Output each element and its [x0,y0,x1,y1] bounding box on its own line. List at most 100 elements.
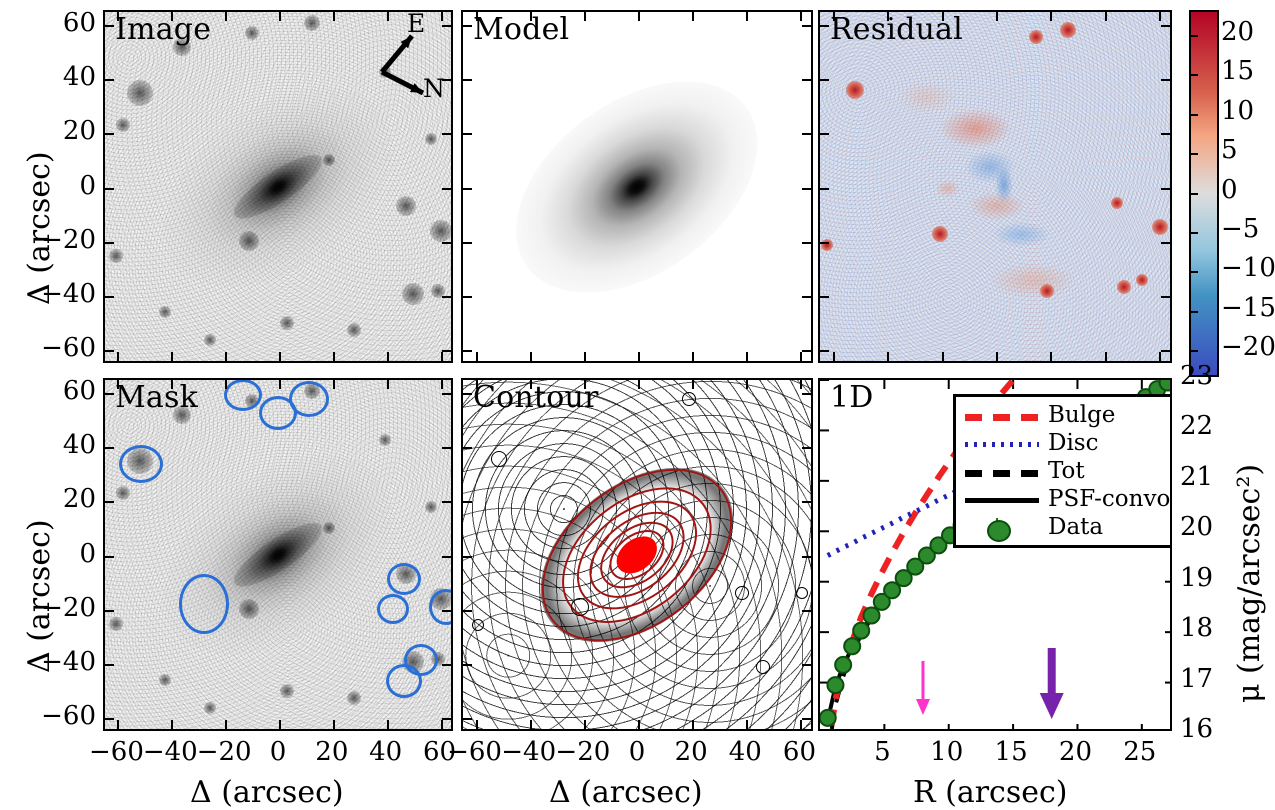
data-point [1158,380,1170,392]
thick-arrow-head [1039,693,1064,719]
mask-region [386,562,421,595]
mask-region [428,589,451,626]
point-source [346,690,361,705]
point-source [424,133,437,146]
compass-rose [380,34,425,96]
point-source [238,231,259,252]
point-source [108,616,123,631]
ytick-label: 40 [62,429,96,460]
panel-title-mask: Mask [115,380,198,415]
xtick-label: −20 [196,737,252,767]
legend-entry: PSF-convolved [956,486,1171,514]
point-source [204,702,216,715]
panel-mask: Mask [103,378,453,731]
data-point [883,581,902,600]
oned-xtick-label: 20 [1058,737,1092,767]
ytick-label: −20 [41,592,96,623]
thin-arrow-head [915,699,930,715]
legend-entry: Bulge [956,402,1170,430]
point-source [127,80,153,107]
point-source-residual [1059,21,1076,38]
point-source-residual [1151,219,1168,236]
oned-ytick-label: 23 [1180,361,1214,391]
panel-residual: Residual [818,10,1172,363]
residual-structure [935,179,960,198]
ytick-label: −60 [41,333,96,364]
point-source-residual [1039,283,1054,298]
point-source [245,26,259,41]
point-source [424,501,437,514]
panel-contour: Contour [461,378,813,731]
legend-key-data [965,515,1039,542]
xtick-label: −40 [142,737,198,767]
ytick-label: 0 [79,538,96,569]
legend-key-disc [965,431,1039,458]
data-point [843,637,862,656]
colorbar-tick-label: 10 [1221,95,1255,126]
point-source [173,38,191,57]
ytick-label: −40 [41,279,96,310]
contour-point-source [472,618,485,631]
mask-region [289,380,330,417]
legend-key-bulge [965,403,1039,430]
point-source-residual [1136,274,1149,287]
point-source [430,219,451,242]
compass-north-arrow-head [410,83,423,93]
mask-region [258,396,297,430]
xtick-label: 0 [628,737,646,767]
data-point [906,557,925,576]
point-source [173,406,191,425]
point-source [115,117,130,132]
point-source-residual [846,80,865,99]
point-source [115,485,130,500]
colorbar-tick-label: 0 [1221,174,1238,205]
legend-label: Tot [1048,458,1085,484]
point-source [280,315,294,330]
compass-east-label: E [407,10,426,38]
oned-xtick-label: 10 [930,737,964,767]
xtick-label: −60 [89,737,144,767]
point-source [238,599,259,620]
point-source-residual [932,226,949,243]
legend-label: PSF-convolved [1048,486,1171,512]
mask-region [223,380,262,412]
legend-entry: Data [956,514,1170,542]
oned-xtick-label: 15 [994,737,1028,767]
colorbar-tick-label: 15 [1221,56,1255,87]
oned-ytick-label: 19 [1180,562,1214,593]
data-point [820,708,837,727]
oned-ytick-label: 16 [1180,714,1214,744]
point-source [346,322,361,337]
ytick-label: 60 [62,375,96,406]
point-source [280,683,294,698]
x-axis-title: Δ (arcsec) [190,775,344,810]
ytick-label: −40 [41,647,96,678]
point-source-residual [1117,280,1132,295]
data-point [917,546,936,565]
point-source-residual [821,238,834,251]
contour-point-source [795,586,808,599]
oned-x-axis-title: R (arcsec) [913,775,1068,810]
residual-structure [940,109,1012,148]
data-point [826,676,845,695]
colorbar-tick-label: −10 [1221,253,1275,284]
xtick-label: −60 [447,737,502,767]
point-source [396,196,416,217]
legend-key-psf-convolved [965,487,1039,514]
data-point [862,606,881,625]
mask-region [179,573,230,634]
point-source [204,334,216,347]
point-source [323,154,335,167]
ytick-label: −20 [41,224,96,255]
panel-title-residual: Residual [830,12,963,47]
point-source [379,434,391,446]
xtick-label: 60 [782,737,816,767]
oned-ytick-label: 21 [1180,461,1214,492]
oned-y-axis-title: μ (mag/arcsec²) [1232,463,1267,703]
compass-north-label: N [423,74,445,103]
point-source [303,14,320,31]
legend-entry: Tot [956,458,1170,486]
